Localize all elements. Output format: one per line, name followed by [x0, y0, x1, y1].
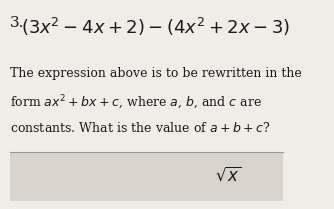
Text: $\sqrt{x}$: $\sqrt{x}$ [215, 166, 241, 185]
Text: The expression above is to be rewritten in the: The expression above is to be rewritten … [10, 67, 302, 80]
Text: form $ax^2 + bx + c$, where $a$, $b$, and $c$ are: form $ax^2 + bx + c$, where $a$, $b$, an… [10, 94, 262, 112]
FancyBboxPatch shape [10, 152, 283, 201]
Text: constants. What is the value of $a + b + c$?: constants. What is the value of $a + b +… [10, 121, 271, 135]
Text: $(3x^2 - 4x + 2) - (4x^2 + 2x - 3)$: $(3x^2 - 4x + 2) - (4x^2 + 2x - 3)$ [21, 16, 290, 38]
Text: 3.: 3. [10, 16, 24, 30]
